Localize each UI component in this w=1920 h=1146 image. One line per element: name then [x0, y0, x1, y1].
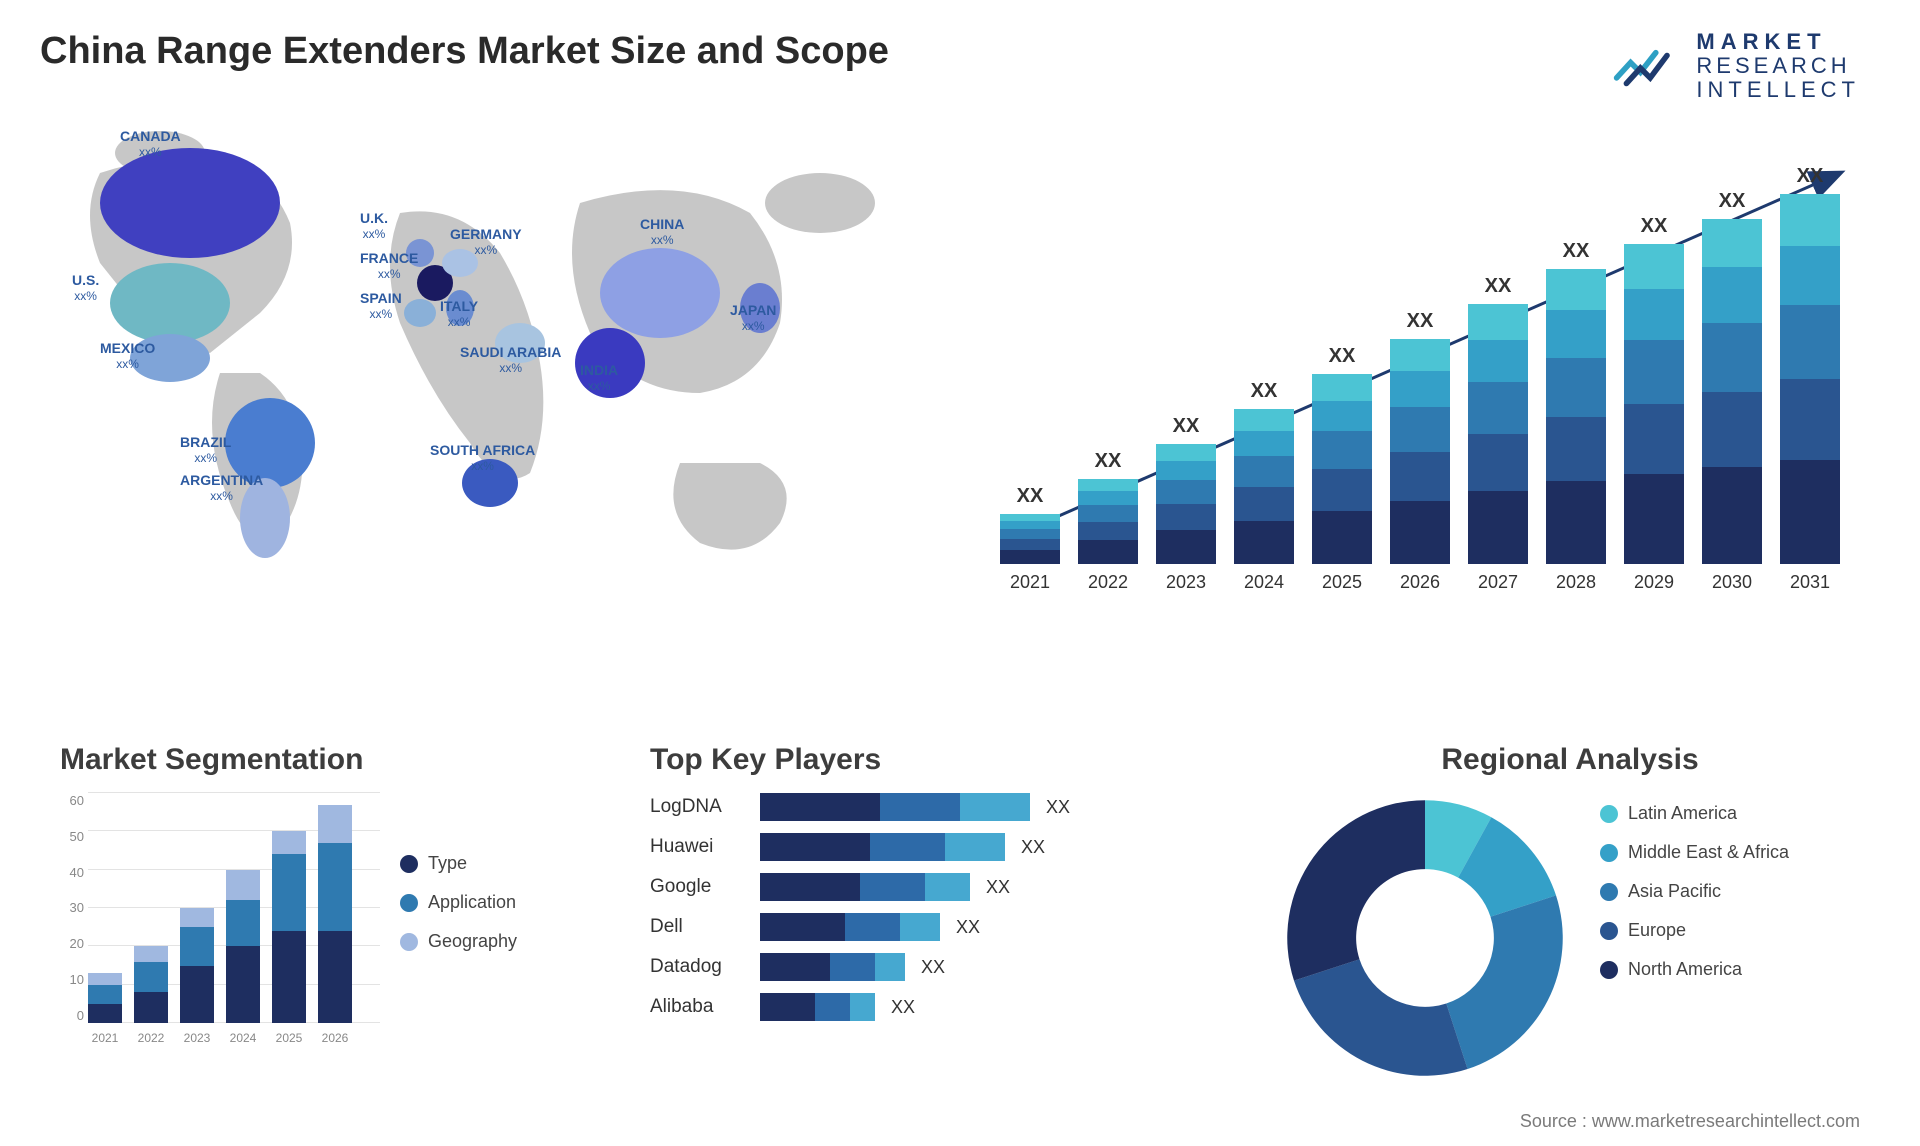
kp-row-alibaba: AlibabaXX [650, 993, 1110, 1021]
seg-bar-2024 [226, 870, 260, 1023]
main-bar-2026: XX 2026 [1390, 310, 1450, 593]
main-bar-year: 2031 [1790, 572, 1830, 593]
map-label-saudi-arabia: SAUDI ARABIAxx% [460, 345, 561, 376]
seg-bar-2022 [134, 946, 168, 1023]
map-label-canada: CANADAxx% [120, 129, 181, 160]
key-players-chart: LogDNAXX HuaweiXX GoogleXX DellXX DatadogXX A… [650, 793, 1110, 1021]
main-bar-value: XX [1017, 485, 1044, 508]
kp-row-huawei: HuaweiXX [650, 833, 1110, 861]
donut-slice-asia-pacific [1446, 895, 1562, 1069]
logo-icon [1611, 41, 1681, 91]
main-bar-year: 2022 [1088, 572, 1128, 593]
seg-legend-geography: Geography [400, 931, 517, 952]
map-label-mexico: MEXICOxx% [100, 341, 155, 372]
map-label-germany: GERMANYxx% [450, 227, 522, 258]
main-bar-year: 2026 [1400, 572, 1440, 593]
main-bar-year: 2028 [1556, 572, 1596, 593]
map-label-brazil: BRAZILxx% [180, 435, 231, 466]
seg-bar-2025 [272, 831, 306, 1023]
map-country-spain [404, 299, 436, 327]
map-label-china: CHINAxx% [640, 217, 684, 248]
kp-row-google: GoogleXX [650, 873, 1110, 901]
main-bar-year: 2025 [1322, 572, 1362, 593]
main-bar-2024: XX 2024 [1234, 380, 1294, 593]
main-bar-2029: XX 2029 [1624, 215, 1684, 593]
segmentation-chart: 6050403020100 202120222023202420252026 [60, 793, 380, 1053]
main-bar-year: 2023 [1166, 572, 1206, 593]
map-label-spain: SPAINxx% [360, 291, 402, 322]
world-map: CANADAxx% U.S.xx% MEXICOxx% BRAZILxx% ARGENT… [40, 113, 920, 633]
donut-slice-north-america [1287, 800, 1425, 980]
region-legend-north-america: North America [1600, 959, 1789, 980]
main-bar-2027: XX 2027 [1468, 275, 1528, 593]
main-bar-value: XX [1719, 190, 1746, 213]
seg-bar-2021 [88, 973, 122, 1023]
source-text: Source : www.marketresearchintellect.com [1520, 1111, 1860, 1132]
main-bar-2025: XX 2025 [1312, 345, 1372, 593]
map-label-japan: JAPANxx% [730, 303, 776, 334]
logo-text-3: INTELLECT [1696, 78, 1860, 102]
main-bar-2022: XX 2022 [1078, 450, 1138, 593]
seg-legend-application: Application [400, 892, 517, 913]
main-bar-year: 2024 [1244, 572, 1284, 593]
main-bar-2031: XX 2031 [1780, 165, 1840, 593]
main-bar-2021: XX 2021 [1000, 485, 1060, 593]
main-bar-chart: XX 2021 XX 2022 XX 2023 XX 2024 XX 2025 XX 2026 XX 20… [980, 133, 1880, 633]
map-country-us [110, 263, 230, 343]
main-bar-year: 2029 [1634, 572, 1674, 593]
region-legend-middle-east-africa: Middle East & Africa [1600, 842, 1789, 863]
map-label-india: INDIAxx% [580, 363, 618, 394]
donut-slice-europe [1294, 959, 1468, 1075]
main-bar-year: 2030 [1712, 572, 1752, 593]
kp-row-datadog: DatadogXX [650, 953, 1110, 981]
region-legend-asia-pacific: Asia Pacific [1600, 881, 1789, 902]
map-label-italy: ITALYxx% [440, 299, 478, 330]
map-label-u.s.: U.S.xx% [72, 273, 99, 304]
map-country-china [600, 248, 720, 338]
seg-bar-2026 [318, 805, 352, 1023]
main-bar-value: XX [1563, 240, 1590, 263]
logo-text-1: MARKET [1696, 30, 1860, 54]
main-bar-2028: XX 2028 [1546, 240, 1606, 593]
seg-legend-type: Type [400, 853, 517, 874]
main-bar-year: 2021 [1010, 572, 1050, 593]
map-label-argentina: ARGENTINAxx% [180, 473, 263, 504]
region-legend-europe: Europe [1600, 920, 1789, 941]
main-bar-2030: XX 2030 [1702, 190, 1762, 593]
main-bar-value: XX [1251, 380, 1278, 403]
main-bar-value: XX [1485, 275, 1512, 298]
map-label-france: FRANCExx% [360, 251, 418, 282]
main-bar-value: XX [1797, 165, 1824, 188]
main-bar-value: XX [1329, 345, 1356, 368]
logo-text-2: RESEARCH [1696, 54, 1860, 78]
key-players-title: Top Key Players [650, 743, 1170, 777]
brand-logo: MARKET RESEARCH INTELLECT [1611, 30, 1860, 103]
kp-row-logdna: LogDNAXX [650, 793, 1110, 821]
main-bar-year: 2027 [1478, 572, 1518, 593]
region-legend-latin-america: Latin America [1600, 803, 1789, 824]
main-bar-2023: XX 2023 [1156, 415, 1216, 593]
map-label-south-africa: SOUTH AFRICAxx% [430, 443, 535, 474]
seg-bar-2023 [180, 908, 214, 1023]
map-country-canada [100, 148, 280, 258]
main-bar-value: XX [1407, 310, 1434, 333]
main-bar-value: XX [1173, 415, 1200, 438]
kp-row-dell: DellXX [650, 913, 1110, 941]
main-bar-value: XX [1095, 450, 1122, 473]
main-bar-value: XX [1641, 215, 1668, 238]
segmentation-title: Market Segmentation [60, 743, 540, 777]
regional-title: Regional Analysis [1280, 743, 1860, 777]
map-label-u.k.: U.K.xx% [360, 211, 388, 242]
page-title: China Range Extenders Market Size and Sc… [40, 30, 1880, 73]
regional-donut: Latin America Middle East & Africa Asia Pa… [1280, 793, 1860, 1083]
